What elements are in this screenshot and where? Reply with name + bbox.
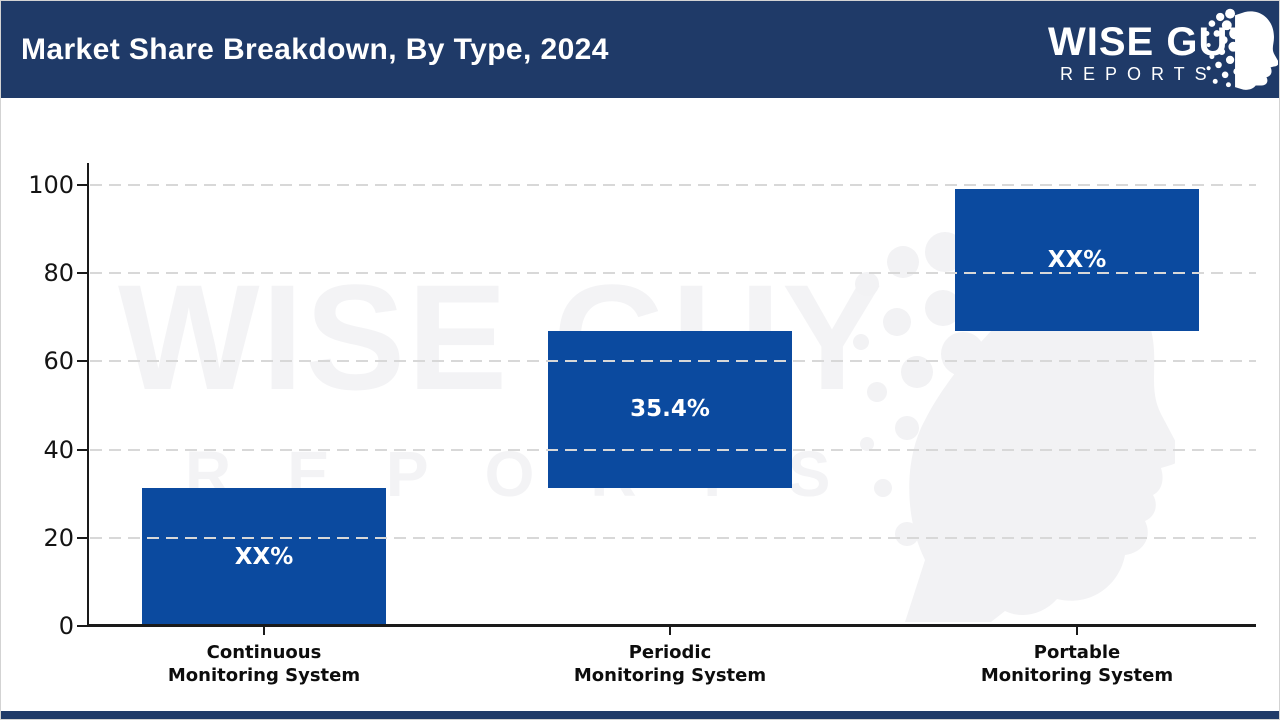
x-category-label-line2: Monitoring System (167, 665, 361, 686)
x-category-label-line1: Continuous (206, 642, 322, 663)
x-category-label-periodic: Periodic Monitoring System (500, 641, 840, 687)
gridline-60 (90, 360, 1256, 362)
bar-value-label-continuous: XX% (234, 543, 294, 570)
gridline-80 (90, 272, 1256, 274)
x-category-label-line2: Monitoring System (980, 665, 1174, 686)
x-category-label-portable: Portable Monitoring System (907, 641, 1247, 687)
y-tick-label-20: 20 (43, 524, 74, 552)
x-category-label-line1: Periodic (628, 642, 712, 663)
x-category-label-continuous: Continuous Monitoring System (94, 641, 434, 687)
x-tick-periodic (669, 627, 671, 635)
y-tick-100 (77, 184, 88, 186)
bar-periodic: 35.4% (548, 331, 792, 488)
bar-portable: XX% (955, 188, 1199, 332)
y-tick-40 (77, 449, 88, 451)
y-tick-80 (77, 272, 88, 274)
x-tick-continuous (263, 627, 265, 635)
header-band: Market Share Breakdown, By Type, 2024 WI… (0, 0, 1280, 98)
y-tick-60 (77, 360, 88, 362)
y-tick-0 (77, 625, 88, 627)
y-axis-spine (87, 163, 89, 626)
gridline-100 (90, 184, 1256, 186)
x-category-label-line1: Portable (1033, 642, 1121, 663)
y-tick-label-0: 0 (58, 612, 74, 640)
y-tick-label-80: 80 (43, 259, 74, 287)
logo-reports-label: REPORTS (1060, 64, 1217, 84)
x-tick-portable (1076, 627, 1078, 635)
bar-continuous: XX% (142, 487, 386, 626)
gridline-40 (90, 449, 1256, 451)
x-axis-spine (87, 624, 1256, 627)
y-tick-label-60: 60 (43, 347, 74, 375)
wiseguy-head-logo-icon (1204, 8, 1278, 90)
y-tick-label-40: 40 (43, 436, 74, 464)
page-title: Market Share Breakdown, By Type, 2024 (21, 33, 609, 66)
gridline-20 (90, 537, 1256, 539)
x-category-label-line2: Monitoring System (573, 665, 767, 686)
bar-value-label-portable: XX% (1047, 246, 1107, 273)
y-tick-20 (77, 537, 88, 539)
bar-value-label-periodic: 35.4% (630, 396, 710, 423)
y-tick-label-100: 100 (28, 171, 74, 199)
footer-band (0, 711, 1280, 720)
